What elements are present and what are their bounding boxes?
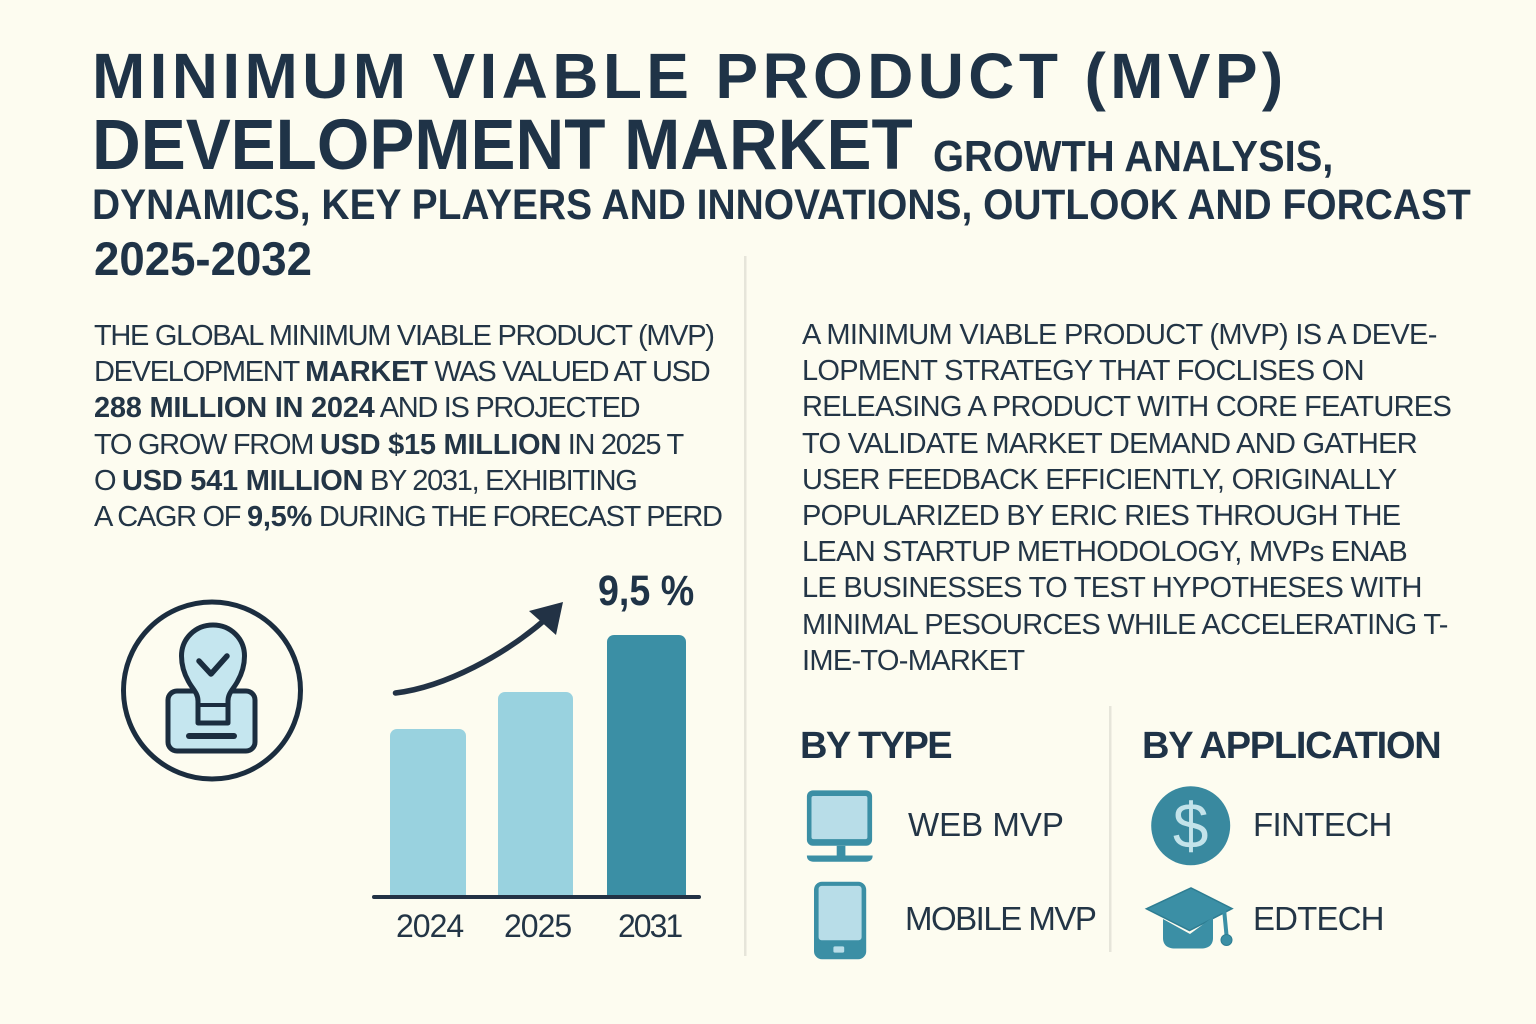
svg-text:$: $ xyxy=(1173,790,1209,862)
